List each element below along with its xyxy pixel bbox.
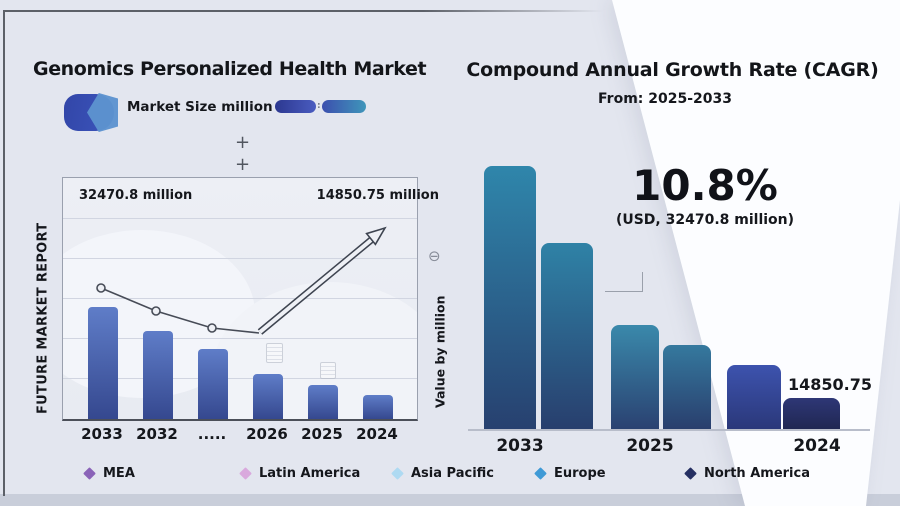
gridline xyxy=(63,378,417,379)
left-x-label: 2032 xyxy=(136,425,178,443)
y-axis-label: Value by million xyxy=(432,295,448,409)
zoom-out-icon[interactable]: ⊖ xyxy=(428,247,441,265)
legend-item-latin-america: Latin America xyxy=(239,466,361,481)
legend-item-asia-pacific: Asia Pacific xyxy=(391,466,495,481)
market-size-label: Market Size million xyxy=(127,99,273,115)
gridline xyxy=(63,338,417,339)
left-x-labels: 2033 2032..... 2026 2025 2024 xyxy=(62,425,418,445)
watermark-label: FUTURE MARKET REPORT xyxy=(35,222,51,414)
ratio-pill-teal xyxy=(322,100,366,113)
legend-label: Asia Pacific xyxy=(411,466,495,481)
right-bar-2024-1 xyxy=(727,365,781,431)
market-size-icon xyxy=(64,93,118,133)
cagr-title: Compound Annual Growth Rate (CAGR) xyxy=(466,59,879,81)
gridline xyxy=(63,258,417,259)
frame-line-top xyxy=(3,10,603,12)
left-x-label: 2024 xyxy=(356,425,398,443)
document-icon xyxy=(320,362,336,379)
left-chart-bars xyxy=(63,178,417,419)
diamond-icon xyxy=(684,467,697,480)
annotation-left: 32470.8 million xyxy=(79,188,193,203)
diamond-icon xyxy=(391,467,404,480)
frame-line-left xyxy=(3,10,5,496)
annotation-right: 14850.75 million xyxy=(316,188,439,203)
right-bar-2025-1 xyxy=(611,325,659,431)
step-line-decoration xyxy=(605,272,643,292)
legend-item-europe: Europe xyxy=(534,466,606,481)
diamond-icon xyxy=(83,467,96,480)
left-x-label: 2033 xyxy=(81,425,123,443)
document-icon xyxy=(266,343,283,363)
legend-item-mea: MEA xyxy=(83,466,135,481)
zoom-in-icon[interactable]: + xyxy=(235,132,251,153)
legend-label: MEA xyxy=(103,466,135,481)
right-axis-line xyxy=(468,429,870,431)
cagr-subtitle: From: 2025-2033 xyxy=(598,91,732,107)
right-bar-2033-2 xyxy=(541,243,593,431)
legend-label: North America xyxy=(704,466,810,481)
left-x-label: ..... xyxy=(197,425,227,443)
cagr-value: 10.8% xyxy=(632,161,778,210)
cagr-note: (USD, 32470.8 million) xyxy=(615,212,795,228)
left-bar-2032 xyxy=(143,331,173,419)
zoom-in-icon[interactable]: + xyxy=(235,154,251,175)
diamond-icon xyxy=(239,467,252,480)
right-x-label: 2025 xyxy=(626,436,674,456)
left-chart: 32470.8 million 14850.75 million xyxy=(62,177,439,421)
bottom-strip xyxy=(0,494,900,506)
right-bar-2024-2 xyxy=(783,398,840,431)
right-x-label: 2033 xyxy=(496,436,544,456)
ratio-separator: : xyxy=(317,101,321,111)
right-x-label: 2024 xyxy=(793,436,841,456)
legend-label: Europe xyxy=(554,466,606,481)
page-title: Genomics Personalized Health Market xyxy=(33,58,427,80)
left-bar-2026 xyxy=(253,374,283,419)
ratio-pill-dark xyxy=(275,100,316,113)
left-bar-2025 xyxy=(308,385,338,419)
left-bar-..... xyxy=(198,349,228,419)
left-x-label: 2025 xyxy=(301,425,343,443)
left-bar-2024 xyxy=(363,395,393,419)
right-bar-2033-1 xyxy=(484,166,536,431)
legend-label: Latin America xyxy=(259,466,361,481)
left-bar-2033 xyxy=(88,307,118,419)
gridline xyxy=(63,218,417,219)
bar-value-label: 14850.75 xyxy=(788,375,873,394)
diamond-icon xyxy=(534,467,547,480)
legend-item-north-america: North America xyxy=(684,466,810,481)
right-bar-2025-2 xyxy=(663,345,711,431)
left-x-label: 2026 xyxy=(246,425,288,443)
